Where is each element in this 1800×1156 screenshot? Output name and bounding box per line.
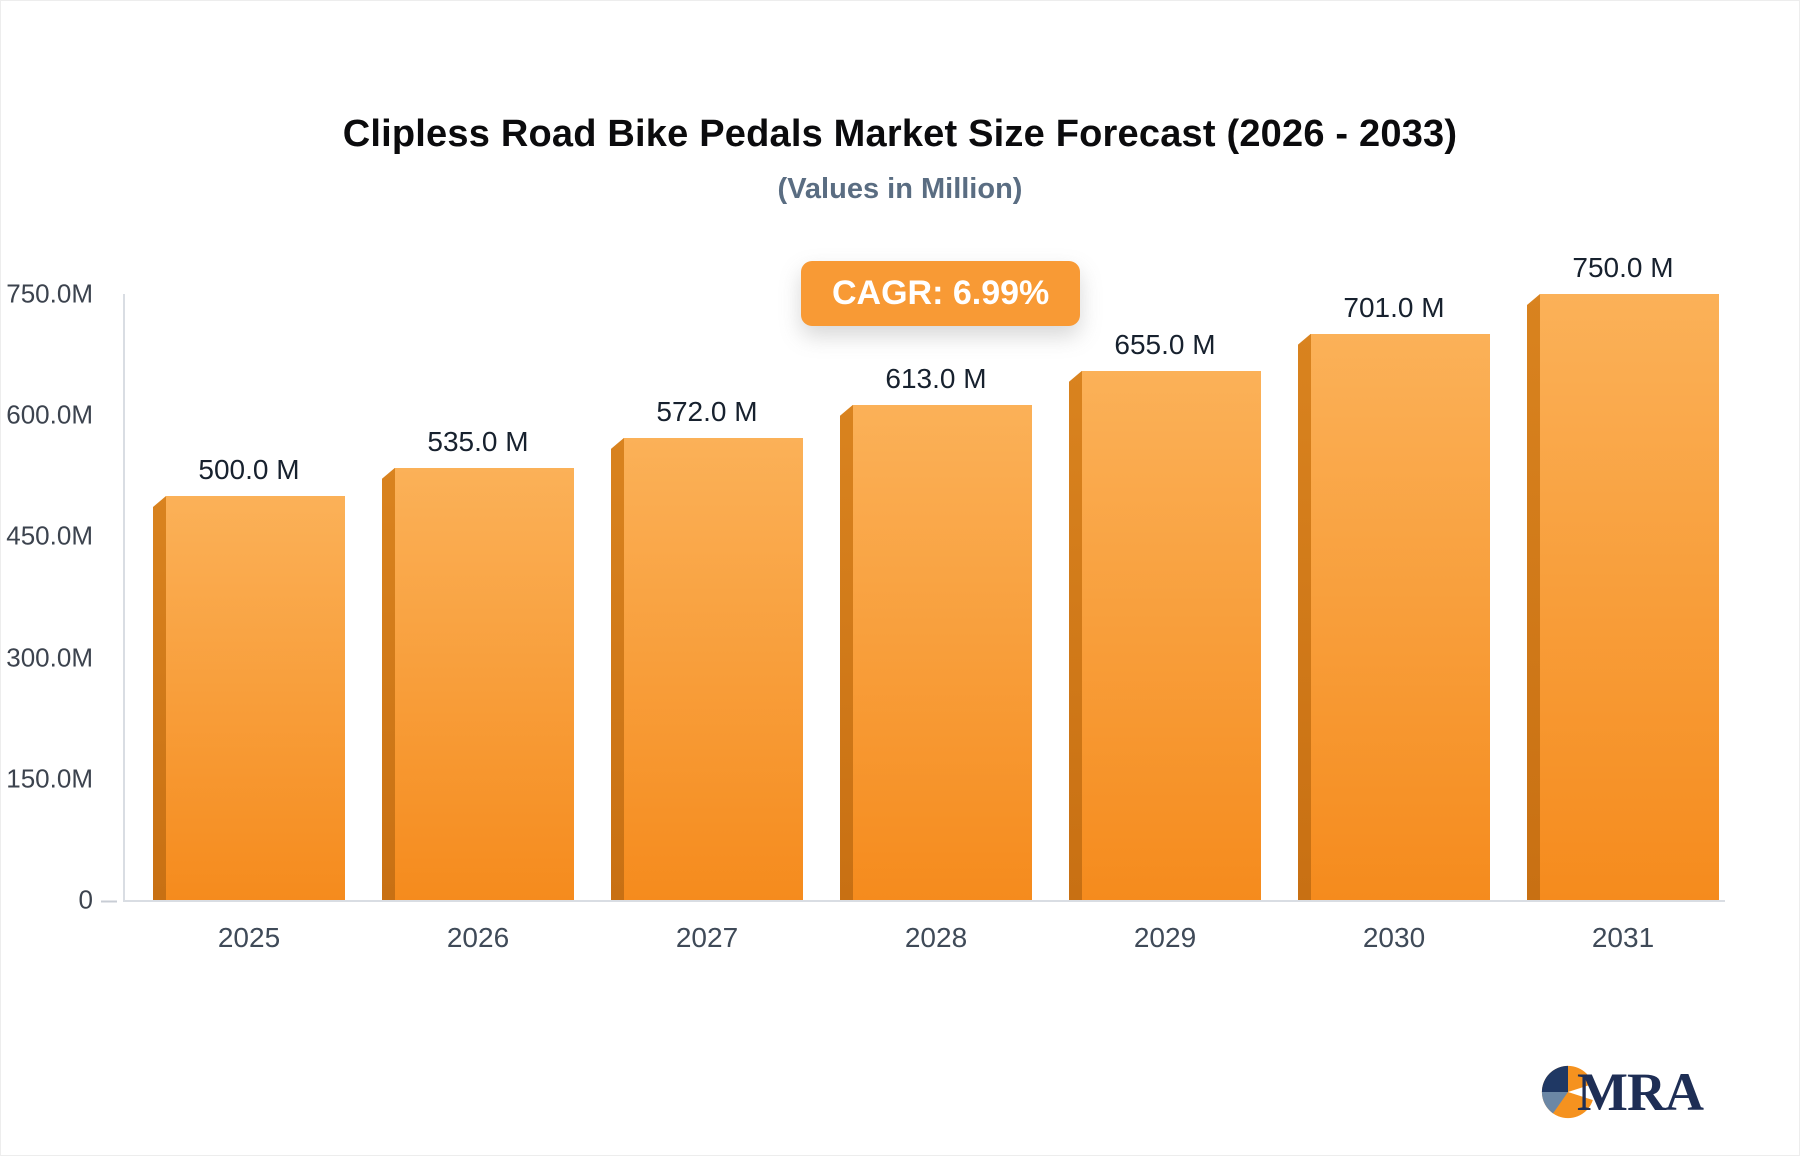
y-axis-tick-label: 0 [78,884,119,915]
bar-side-face [840,404,853,900]
bar-side-face [1069,370,1082,900]
bar-front-face [166,496,345,900]
bar-value-label: 701.0 M [1343,291,1445,323]
bar: 655.0 M [1069,329,1261,900]
chart-title: Clipless Road Bike Pedals Market Size Fo… [342,113,1458,155]
bar-group: 535.0 M 2026 [382,294,574,953]
bar-group: 500.0 M 2025 [153,294,345,953]
logo: MRA [1539,1062,1704,1122]
bar-group: 750.0 M 2031 [1527,252,1719,953]
bar: 500.0 M [153,454,345,900]
bar: 613.0 M [840,363,1032,900]
bar-group: 613.0 M 2028 [840,294,1032,953]
bar-value-label: 572.0 M [656,395,758,427]
bar-value-label: 613.0 M [885,362,987,394]
bar-front-face [395,467,574,900]
bar: 750.0 M [1527,252,1719,900]
cagr-badge: CAGR: 6.99% [801,261,1081,326]
bars: 500.0 M 2025 535.0 M 2026 572.0 M 2027 613.0 M… [153,252,1725,953]
bar-front-face [1311,333,1490,900]
bar: 572.0 M [611,396,803,900]
bar-front-face [624,437,803,900]
y-axis-tick-label: 450.0M [6,520,93,551]
y-axis-tick-label: 150.0M [6,763,93,794]
bar-value-label: 655.0 M [1114,328,1216,360]
bar-front-face [1082,370,1261,900]
bar-value-label: 750.0 M [1572,252,1674,283]
logo-text: MRA [1577,1062,1704,1122]
bar-side-face [1527,294,1540,900]
plot-area: 500.0 M 2025 535.0 M 2026 572.0 M 2027 613.0 M… [123,252,1725,953]
logo-pie-icon [1541,1065,1596,1119]
y-axis-tick-label: 300.0M [6,642,93,673]
y-axis-labels: 750.0M 600.0M 450.0M 300.0M 150.0M 0 [1,279,119,915]
bar-group: 572.0 M 2027 [611,294,803,953]
bar-value-label: 535.0 M [427,425,529,457]
bar-front-face [853,404,1032,900]
bar: 701.0 M [1298,292,1490,900]
bar-side-face [153,496,166,900]
x-axis-label: 2025 [217,922,281,953]
bar-group: 701.0 M 2030 [1298,292,1490,953]
y-axis-tick-label: 750.0M [6,278,93,309]
bar-side-face [1298,333,1311,900]
bar-side-face [382,467,395,900]
bar-front-face [1540,294,1719,900]
bar-group: 655.0 M 2029 [1069,294,1261,953]
y-axis-tick-label: 600.0M [6,399,93,430]
bar-side-face [611,437,624,900]
x-axis-label: 2029 [1133,922,1197,953]
chart-subtitle: (Values in Million) [777,173,1023,205]
x-axis-label: 2028 [904,922,968,953]
bar-value-label: 500.0 M [198,454,300,485]
x-axis-label: 2026 [446,922,510,953]
bar: 535.0 M [382,426,574,900]
x-axis-label: 2031 [1591,922,1655,953]
x-axis-label: 2030 [1362,922,1426,953]
x-axis-label: 2027 [675,922,739,953]
